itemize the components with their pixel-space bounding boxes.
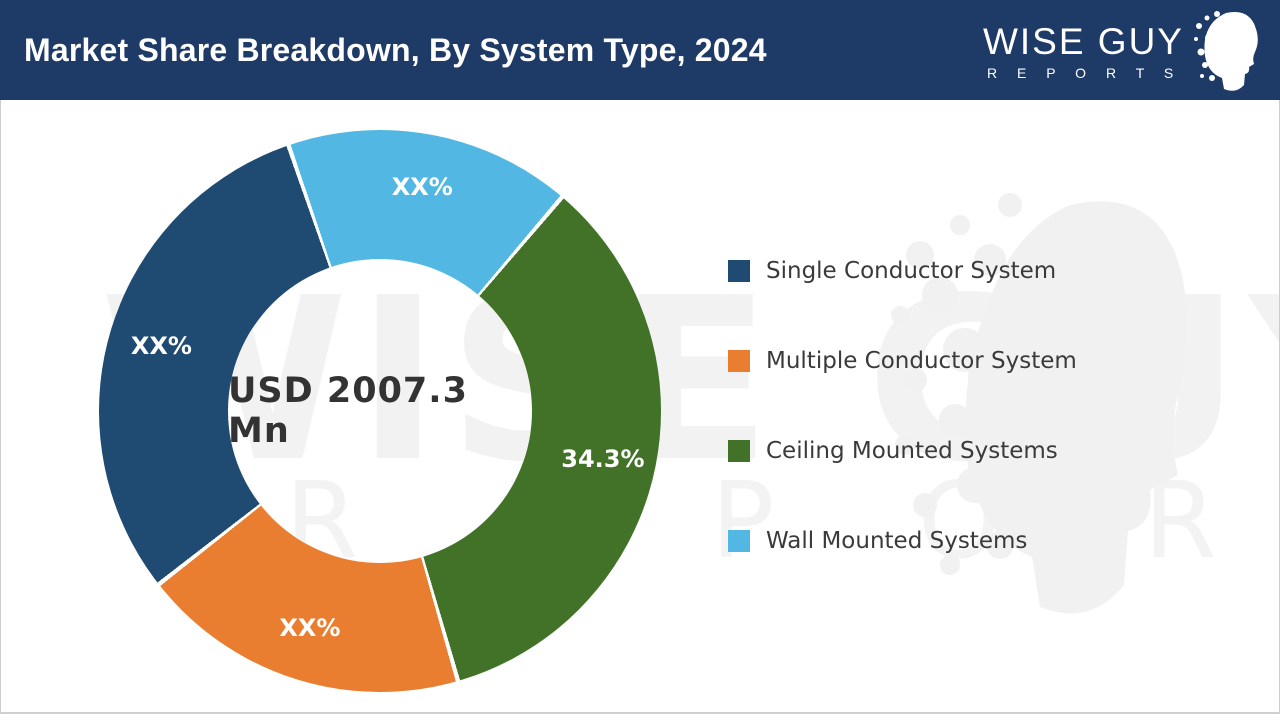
legend-item: Ceiling Mounted Systems xyxy=(728,438,1077,464)
legend-swatch xyxy=(728,530,750,552)
segment-label: XX% xyxy=(130,332,192,361)
logo-wordmark: WISE GUY xyxy=(982,21,1184,62)
legend-label: Wall Mounted Systems xyxy=(766,528,1028,554)
legend-swatch xyxy=(728,350,750,372)
watermark-head-graphic xyxy=(891,193,1188,614)
logo-text: WISE GUY R E P O R T S xyxy=(983,21,1184,81)
legend-label: Single Conductor System xyxy=(766,258,1057,284)
segment-label: XX% xyxy=(279,613,341,642)
watermark-clone: WISE GUY xyxy=(228,259,532,512)
logo-subtitle: R E P O R T S xyxy=(986,65,1182,81)
legend-item: Single Conductor System xyxy=(728,258,1077,284)
segment-label: XX% xyxy=(391,172,453,201)
legend-label: Multiple Conductor System xyxy=(766,348,1077,374)
wiseguy-logo: WISE GUY R E P O R T S xyxy=(983,8,1264,94)
legend-swatch xyxy=(728,260,750,282)
legend-item: Wall Mounted Systems xyxy=(728,528,1077,554)
donut-center-value: USD 2007.3 Mn xyxy=(228,371,468,451)
legend-label: Ceiling Mounted Systems xyxy=(766,438,1058,464)
legend: Single Conductor System Multiple Conducto… xyxy=(728,258,1077,618)
header-bar: Market Share Breakdown, By System Type, … xyxy=(0,0,1280,100)
donut-center: WISE GUY R E P O R T S USD 2007.3 Mn xyxy=(228,259,532,563)
watermark-clone: R E P O R T S xyxy=(285,460,532,563)
legend-swatch xyxy=(728,440,750,462)
legend-item: Multiple Conductor System xyxy=(728,348,1077,374)
logo-head-icon xyxy=(1194,11,1258,91)
segment-label: 34.3% xyxy=(561,444,645,473)
page-title: Market Share Breakdown, By System Type, … xyxy=(24,31,767,68)
